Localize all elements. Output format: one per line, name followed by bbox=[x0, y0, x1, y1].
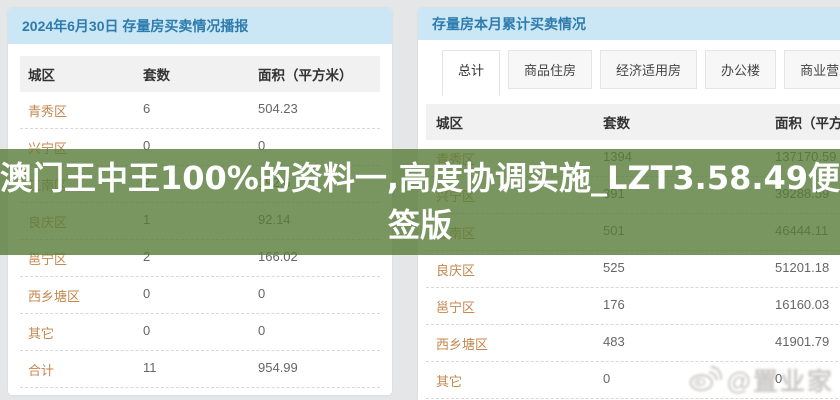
district-label: 良庆区 bbox=[436, 263, 476, 278]
table-header-row: 城区 套数 面积（平方米） bbox=[426, 104, 840, 140]
area-value: 504.23 bbox=[258, 101, 298, 116]
district-label: 西乡塘区 bbox=[28, 289, 81, 304]
table-row: 其它 0 0 bbox=[20, 314, 380, 351]
area-value: 0 bbox=[258, 138, 266, 153]
area-value: 954.99 bbox=[258, 360, 298, 375]
area-value: 51201.18 bbox=[775, 260, 830, 275]
monthly-report-title: 存量房本月累计买卖情况 bbox=[418, 8, 840, 40]
table-row: 其它 0 0 bbox=[426, 362, 840, 399]
table-row-total: 合计 11 954.99 bbox=[20, 351, 380, 388]
count-value: 11 bbox=[143, 360, 157, 375]
promo-banner-line2: 签版 bbox=[387, 206, 452, 244]
count-value: 525 bbox=[603, 260, 625, 275]
col-district: 城区 bbox=[28, 68, 55, 83]
table-row: 良庆区 525 51201.18 bbox=[426, 251, 840, 288]
count-value: 0 bbox=[603, 371, 611, 386]
area-value: 0 bbox=[258, 323, 266, 338]
tab-total[interactable]: 总计 bbox=[442, 50, 501, 96]
tab-office[interactable]: 办公楼 bbox=[705, 50, 777, 89]
watermark: @置业家 bbox=[688, 362, 834, 398]
col-count: 套数 bbox=[143, 68, 170, 83]
count-value: 0 bbox=[143, 286, 151, 301]
col-area: 面积（平方米） bbox=[258, 68, 353, 83]
tab-commercial-housing[interactable]: 商品住房 bbox=[508, 50, 593, 89]
count-value: 0 bbox=[143, 323, 151, 338]
total-label: 合计 bbox=[28, 363, 55, 378]
col-district: 城区 bbox=[436, 116, 463, 131]
area-value: 16160.03 bbox=[775, 297, 830, 312]
count-value: 483 bbox=[603, 334, 625, 349]
count-value: 0 bbox=[143, 138, 151, 153]
col-count: 套数 bbox=[603, 116, 630, 131]
table-row: 邕宁区 176 16160.03 bbox=[426, 288, 840, 325]
daily-report-title: 2024年6月30日 存量房买卖情况播报 bbox=[8, 8, 392, 44]
district-label: 青秀区 bbox=[28, 104, 68, 119]
tab-affordable-housing[interactable]: 经济适用房 bbox=[600, 50, 698, 89]
col-area: 面积（平方米） bbox=[775, 116, 840, 131]
district-label: 西乡塘区 bbox=[436, 337, 489, 352]
promo-banner-line1: 澳门王中王100%的资料一,高度协调实施_LZT3.58.49便 bbox=[0, 159, 840, 197]
table-header-row: 城区 套数 面积（平方米） bbox=[20, 56, 380, 92]
district-label: 邕宁区 bbox=[28, 252, 68, 267]
watermark-text: @置业家 bbox=[726, 368, 834, 396]
district-label: 其它 bbox=[436, 374, 463, 389]
count-value: 2 bbox=[143, 249, 151, 264]
district-label: 邕宁区 bbox=[436, 300, 476, 315]
tab-business[interactable]: 商业营业用房 bbox=[784, 50, 840, 89]
count-value: 176 bbox=[603, 297, 625, 312]
table-row: 西乡塘区 0 0 bbox=[20, 277, 380, 314]
area-value: 0 bbox=[775, 371, 783, 386]
weibo-icon bbox=[688, 364, 722, 397]
count-value: 6 bbox=[143, 101, 151, 116]
promo-banner-overlay: 澳门王中王100%的资料一,高度协调实施_LZT3.58.49便 签版 bbox=[0, 149, 840, 255]
district-label: 其它 bbox=[28, 326, 55, 341]
category-tabbar: 总计 商品住房 经济适用房 办公楼 商业营业用房 bbox=[442, 50, 840, 96]
area-value: 0 bbox=[258, 286, 266, 301]
table-row: 西乡塘区 483 41901.79 bbox=[426, 325, 840, 362]
table-row: 青秀区 6 504.23 bbox=[20, 92, 380, 129]
area-value: 41901.79 bbox=[775, 334, 830, 349]
